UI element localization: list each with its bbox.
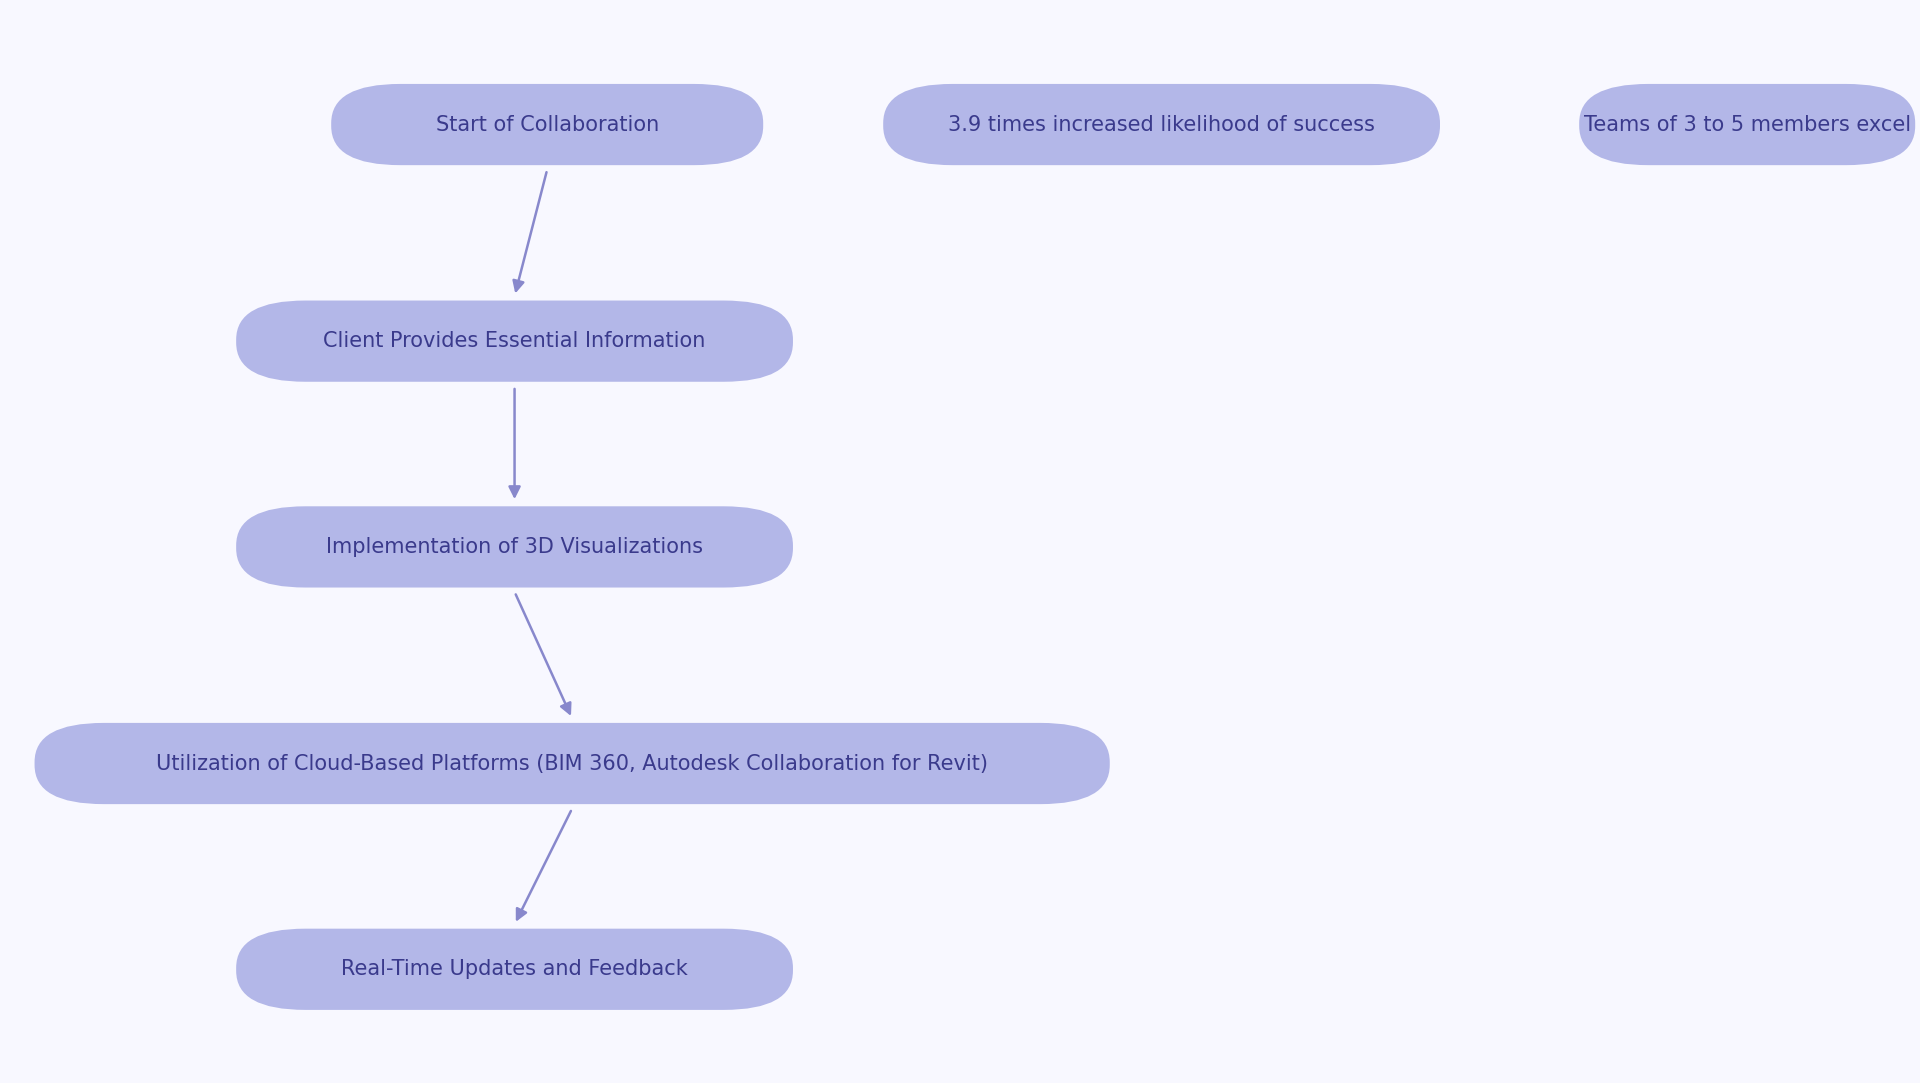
- Text: Teams of 3 to 5 members excel: Teams of 3 to 5 members excel: [1584, 115, 1910, 134]
- FancyBboxPatch shape: [236, 928, 793, 1009]
- Text: Start of Collaboration: Start of Collaboration: [436, 115, 659, 134]
- Text: Utilization of Cloud-Based Platforms (BIM 360, Autodesk Collaboration for Revit): Utilization of Cloud-Based Platforms (BI…: [156, 754, 989, 773]
- FancyBboxPatch shape: [1578, 84, 1916, 165]
- Text: 3.9 times increased likelihood of success: 3.9 times increased likelihood of succes…: [948, 115, 1375, 134]
- FancyBboxPatch shape: [236, 300, 793, 381]
- FancyBboxPatch shape: [236, 507, 793, 587]
- Text: Client Provides Essential Information: Client Provides Essential Information: [323, 331, 707, 351]
- Text: Implementation of 3D Visualizations: Implementation of 3D Visualizations: [326, 537, 703, 557]
- Text: Real-Time Updates and Feedback: Real-Time Updates and Feedback: [342, 960, 687, 979]
- FancyBboxPatch shape: [883, 84, 1440, 165]
- FancyBboxPatch shape: [35, 723, 1110, 804]
- FancyBboxPatch shape: [330, 84, 762, 165]
